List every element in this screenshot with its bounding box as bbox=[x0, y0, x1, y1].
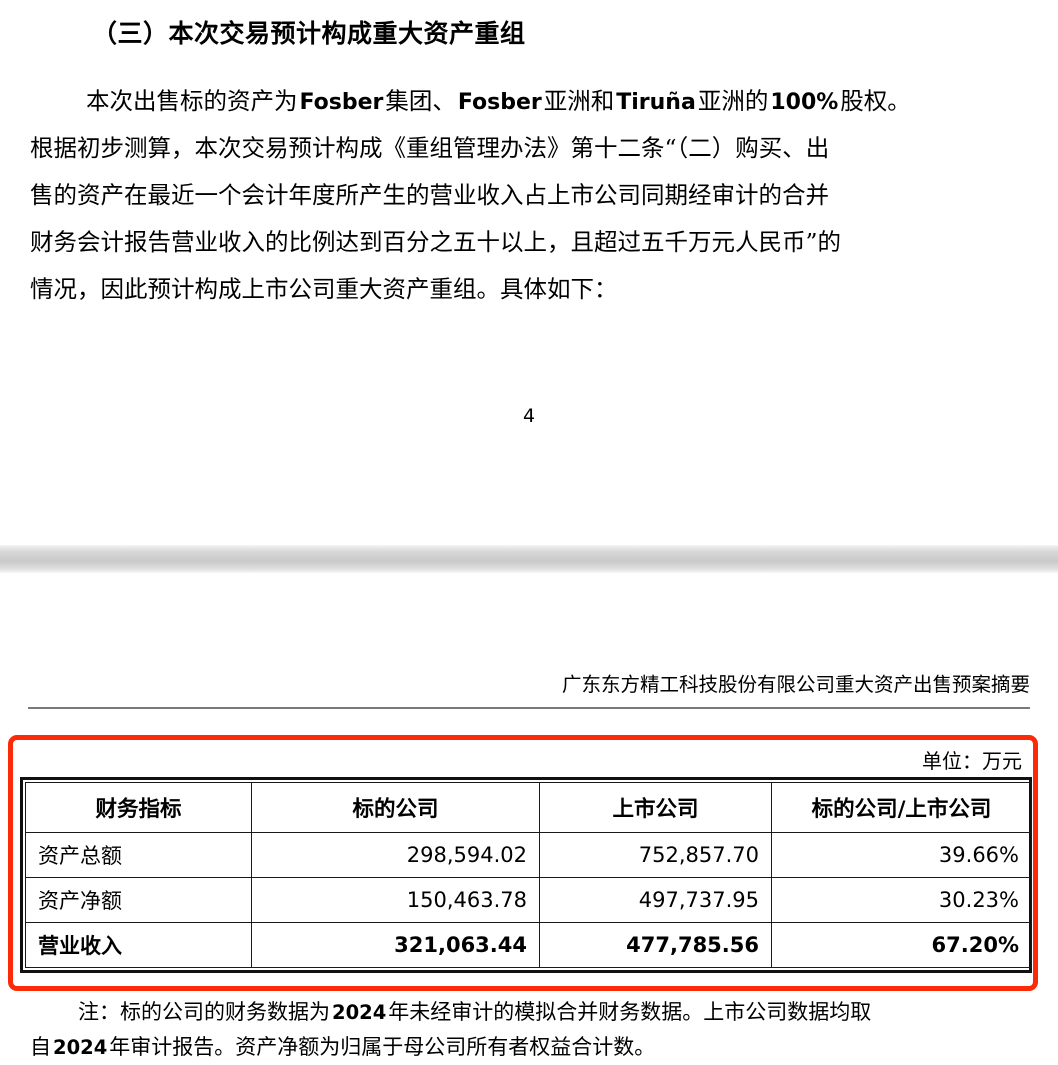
document-page-upper: （三）本次交易预计构成重大资产重组 本次出售标的资产为Fosber集团、Fosb… bbox=[30, 19, 1030, 427]
cell-target-total-assets: 298,594.02 bbox=[251, 832, 540, 878]
cell-listed-net-assets: 497,737.95 bbox=[539, 877, 772, 923]
header-rule bbox=[28, 707, 1030, 709]
paragraph-line-1-suffix: 股权。 bbox=[840, 87, 911, 115]
paragraph-line-1-mid1: 集团、 bbox=[385, 87, 456, 115]
cell-ratio-net-assets: 30.23% bbox=[771, 877, 1032, 923]
body-paragraph: 本次出售标的资产为Fosber集团、Fosber亚洲和Tiruña亚洲的100%… bbox=[30, 78, 1030, 313]
paragraph-line-5: 情况，因此预计构成上市公司重大资产重组。具体如下： bbox=[30, 275, 618, 303]
entity-fosber-asia: Fosber bbox=[457, 90, 542, 115]
financial-table-container: 财务指标 标的公司 上市公司 标的公司/上市公司 资产总额 298,594.02… bbox=[20, 777, 1032, 973]
paragraph-line-2: 根据初步测算，本次交易预计构成《重组管理办法》第十二条“（二）购买、出 bbox=[30, 134, 830, 162]
entity-fosber-group: Fosber bbox=[299, 90, 384, 115]
column-header-metric: 财务指标 bbox=[25, 782, 252, 833]
page-break-separator bbox=[0, 545, 1058, 573]
paragraph-line-4: 财务会计报告营业收入的比例达到百分之五十以上，且超过五千万元人民币”的 bbox=[30, 228, 842, 256]
table-footnote: 注：标的公司的财务数据为 2024年未经审计的模拟合并财务数据。上市公司数据均取 … bbox=[30, 995, 1030, 1065]
paragraph-line-1-mid3: 亚洲的 bbox=[697, 87, 769, 115]
footnote-line-2: 自 2024年审计报告。资产净额为归属于母公司所有者权益合计数。 bbox=[30, 1030, 1030, 1065]
table-row: 资产净额 150,463.78 497,737.95 30.23% bbox=[25, 877, 1032, 923]
cell-target-net-assets: 150,463.78 bbox=[251, 877, 540, 923]
footnote-line-2-b: 年审计报告。资产净额为归属于母公司所有者权益合计数。 bbox=[109, 1035, 656, 1059]
cell-listed-total-assets: 752,857.70 bbox=[539, 832, 772, 878]
paragraph-line-1-prefix: 本次出售标的资产为 bbox=[86, 87, 298, 115]
footnote-line-1-b: 年未经审计的模拟合并财务数据。上市公司数据均取 bbox=[388, 1000, 872, 1024]
document-page-lower: 广东东方精工科技股份有限公司重大资产出售预案摘要 单位：万元 财务指标 标的公司… bbox=[0, 573, 1058, 1059]
column-header-target: 标的公司 bbox=[251, 782, 540, 833]
unit-label: 单位：万元 bbox=[922, 749, 1022, 773]
entity-tiruna-asia: Tiruña bbox=[616, 90, 696, 115]
running-header: 广东东方精工科技股份有限公司重大资产出售预案摘要 bbox=[561, 673, 1030, 696]
paragraph-line-1: 本次出售标的资产为Fosber集团、Fosber亚洲和Tiruña亚洲的100%… bbox=[30, 78, 1030, 125]
page-number: 4 bbox=[522, 405, 536, 427]
row-metric-revenue: 营业收入 bbox=[25, 922, 252, 968]
table-row: 资产总额 298,594.02 752,857.70 39.66% bbox=[25, 832, 1032, 878]
equity-percentage: 100% bbox=[770, 90, 839, 115]
section-heading: （三）本次交易预计构成重大资产重组 bbox=[92, 19, 526, 48]
footnote-line-1-a: 注：标的公司的财务数据为 bbox=[78, 1000, 330, 1024]
cell-listed-revenue: 477,785.56 bbox=[539, 922, 772, 968]
footnote-year-2: 2024 bbox=[53, 1036, 108, 1059]
footnote-line-2-a: 自 bbox=[30, 1035, 51, 1059]
paragraph-line-1-mid2: 亚洲和 bbox=[543, 87, 615, 115]
financial-table: 财务指标 标的公司 上市公司 标的公司/上市公司 资产总额 298,594.02… bbox=[25, 782, 1032, 968]
table-row: 营业收入 321,063.44 477,785.56 67.20% bbox=[25, 922, 1032, 968]
cell-target-revenue: 321,063.44 bbox=[251, 922, 540, 968]
column-header-ratio: 标的公司/上市公司 bbox=[771, 782, 1032, 833]
row-metric-total-assets: 资产总额 bbox=[25, 832, 252, 878]
row-metric-net-assets: 资产净额 bbox=[25, 877, 252, 923]
footnote-year-1: 2024 bbox=[332, 1001, 387, 1024]
table-header-row: 财务指标 标的公司 上市公司 标的公司/上市公司 bbox=[25, 782, 1032, 833]
footnote-line-1: 注：标的公司的财务数据为 2024年未经审计的模拟合并财务数据。上市公司数据均取 bbox=[30, 995, 1030, 1030]
cell-ratio-total-assets: 39.66% bbox=[771, 832, 1032, 878]
column-header-listed: 上市公司 bbox=[539, 782, 772, 833]
paragraph-line-3: 售的资产在最近一个会计年度所产生的营业收入占上市公司同期经审计的合并 bbox=[30, 181, 829, 209]
cell-ratio-revenue: 67.20% bbox=[771, 922, 1032, 968]
